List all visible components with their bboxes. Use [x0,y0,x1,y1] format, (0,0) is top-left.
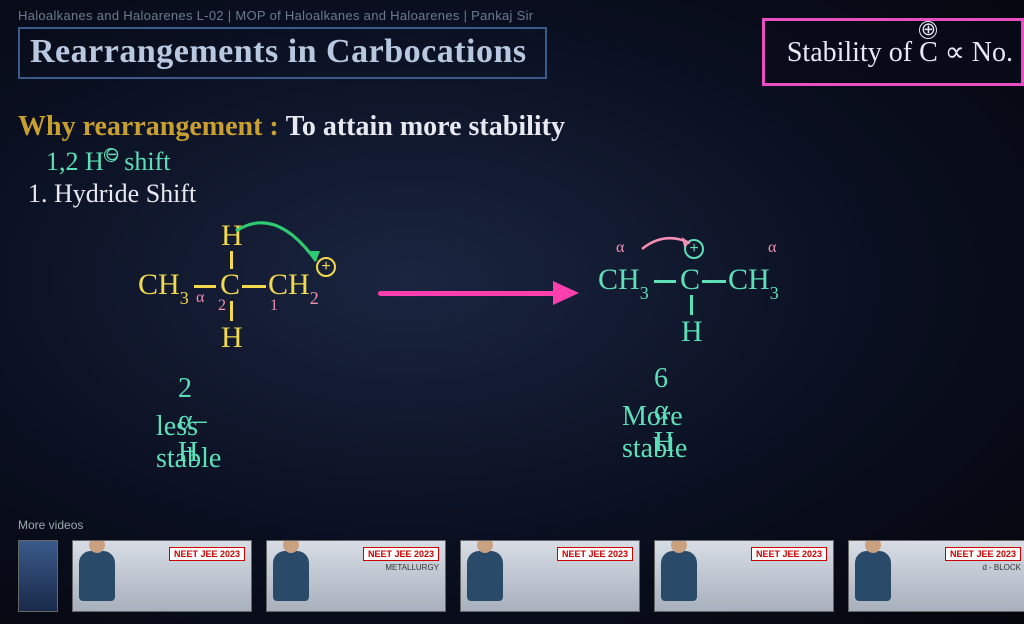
stability-label-left: less stable [156,411,221,475]
shift-a: 1,2 H [46,147,104,176]
video-thumbnail[interactable]: NEET JEE 2023 [460,540,640,612]
why-line: Why rearrangement : To attain more stabi… [18,111,1006,143]
video-thumbnail[interactable]: NEET JEE 2023 [72,540,252,612]
stability-label-right: More stable [622,401,687,465]
thumb-tag: NEET JEE 2023 [557,547,633,561]
person-icon [467,551,503,601]
thumb-tag: NEET JEE 2023 [363,547,439,561]
arrow-line [378,291,558,296]
stability-box: Stability of ⊕ C ∝ No. [762,18,1024,86]
title-box: Rearrangements in Carbocations [18,27,547,79]
bond [242,285,266,288]
bond [194,285,216,288]
ch3-sub: 3 [180,288,189,308]
more-videos-label: More videos [18,518,83,532]
stability-symbol: C [919,37,938,68]
alpha-label: α [196,289,204,307]
page-title: Rearrangements in Carbocations [30,33,527,70]
ch3l-text: CH [598,263,640,296]
atom-h-bot: H [681,315,703,349]
atom-h-bot: H [221,321,243,355]
stability-text: Stability of ⊕ C ∝ No. [787,37,1013,68]
theta-icon: ⊖ [104,148,118,162]
ch3r-sub: 3 [770,283,779,303]
video-thumbnail[interactable]: NEET JEE 2023 [654,540,834,612]
why-label: Why rearrangement : [18,111,279,142]
c-plus-symbol: ⊕ C [919,37,938,69]
plus-icon: ⊕ [919,21,937,39]
atom-ch3: CH3 [138,268,189,302]
person-icon [855,551,891,601]
thumb-tag: NEET JEE 2023 [169,547,245,561]
video-thumbnail[interactable]: NEET JEE 2023 d - BLOCK [848,540,1024,612]
hydride-shift-arrow-icon [216,213,336,273]
ch2-sub: 2 [310,288,319,308]
atom-ch3-r: CH3 [728,263,779,297]
video-thumbnails-row: NEET JEE 2023 NEET JEE 2023 METALLURGY N… [18,540,1016,612]
lecture-slide: Haloalkanes and Haloarenes L-02 | MOP of… [0,0,1024,624]
bond [230,301,233,321]
video-thumbnail[interactable]: NEET JEE 2023 METALLURGY [266,540,446,612]
arrow-head [553,281,579,305]
atom-ch3-l: CH3 [598,263,649,297]
stability-prefix: Stability of [787,37,919,68]
person-icon [79,551,115,601]
hydride-heading: 1. Hydride Shift [28,179,1006,209]
ch3l-sub: 3 [640,283,649,303]
alpha-arrow-icon [634,229,704,259]
reaction-arrow-icon [378,283,578,303]
person-icon [661,551,697,601]
thumb-sub: d - BLOCK [982,563,1021,572]
c-sub1: 2 [218,297,226,315]
video-thumbnail[interactable] [18,540,58,612]
bond [690,295,693,315]
shift-note: 1,2 H⊖ shift [46,147,1006,177]
stability-suffix: ∝ No. [945,37,1013,68]
bond [654,280,676,283]
c-sub2: 1 [270,297,278,315]
atom-c: C [680,263,700,297]
alpha-label-r: α [768,239,776,257]
bond [702,280,726,283]
alpha-label-l: α [616,239,624,257]
shift-b: shift [118,147,171,176]
ch3r-text: CH [728,263,770,296]
thumb-sub: METALLURGY [385,563,439,572]
thumb-tag: NEET JEE 2023 [945,547,1021,561]
ch3-text: CH [138,268,180,301]
reaction-diagram: CH3 α C 2 H H CH2 1 + [18,213,1006,513]
thumb-tag: NEET JEE 2023 [751,547,827,561]
why-text: To attain more stability [286,111,565,142]
person-icon [273,551,309,601]
